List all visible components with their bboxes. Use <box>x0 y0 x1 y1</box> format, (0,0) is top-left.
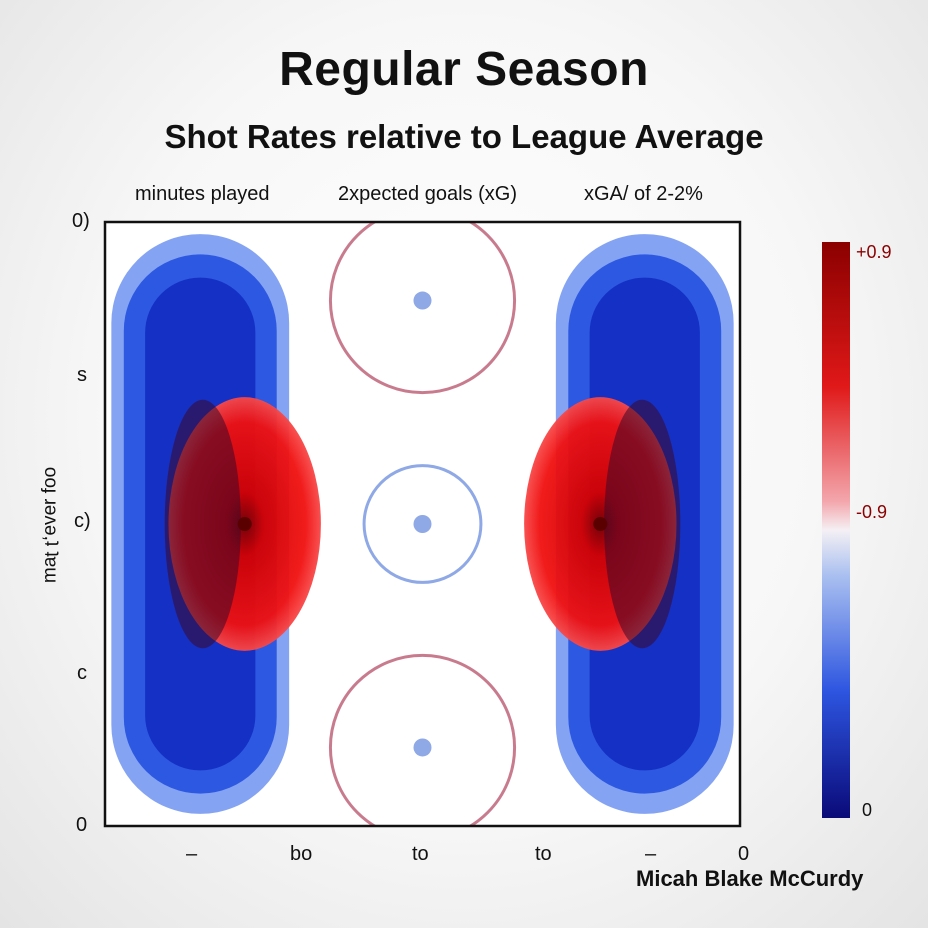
bottom-faceoff-circle-dot <box>413 738 432 757</box>
left-hot-zone-peak <box>237 517 252 531</box>
x-tick-label: – <box>186 843 198 865</box>
heat-regions <box>111 234 734 814</box>
header-label-1: minutes played <box>135 183 270 205</box>
center-circle-dot <box>413 515 432 533</box>
left-hot-zone-overlap <box>164 399 241 649</box>
x-tick-label: to <box>412 843 429 865</box>
chart-title: Regular Season <box>279 43 649 96</box>
right-hot-zone <box>524 397 681 651</box>
author-credit: Micah Blake McCurdy <box>636 866 864 891</box>
x-tick-label: bo <box>290 843 313 865</box>
bottom-faceoff-circle <box>328 653 517 826</box>
chart-subtitle: Shot Rates relative to League Average <box>164 118 764 155</box>
y-tick-label: s <box>77 364 87 386</box>
plot-frame <box>103 220 742 828</box>
top-faceoff-circle <box>328 222 517 395</box>
x-tick-label: 0 <box>738 843 750 865</box>
y-tick-label: c) <box>74 510 91 532</box>
top-faceoff-circle-dot <box>413 291 432 310</box>
y-axis-label: ooɟ ɹǝʌǝ,ʇ ʇɐɯ <box>40 466 61 584</box>
colorbar-max-label: +0.9 <box>856 242 892 262</box>
rink-markings <box>328 222 517 826</box>
right-hot-zone-overlap <box>604 399 681 649</box>
y-tick-label: 0 <box>76 814 88 836</box>
left-hot-zone <box>164 397 321 651</box>
colorbar <box>822 242 850 818</box>
header-label-2: 2xpected goals (xG) <box>338 183 517 205</box>
y-tick-label: c <box>77 662 87 684</box>
x-tick-label: to <box>535 843 552 865</box>
colorbar-min-label: 0 <box>862 800 873 820</box>
colorbar-mid-label: -0.9 <box>856 502 888 522</box>
right-hot-zone-peak <box>593 517 608 531</box>
header-label-3: xGA/ of 2-2% <box>584 183 703 205</box>
y-tick-label: 0) <box>72 210 90 232</box>
x-tick-label: – <box>645 843 657 865</box>
center-circle <box>362 464 483 584</box>
